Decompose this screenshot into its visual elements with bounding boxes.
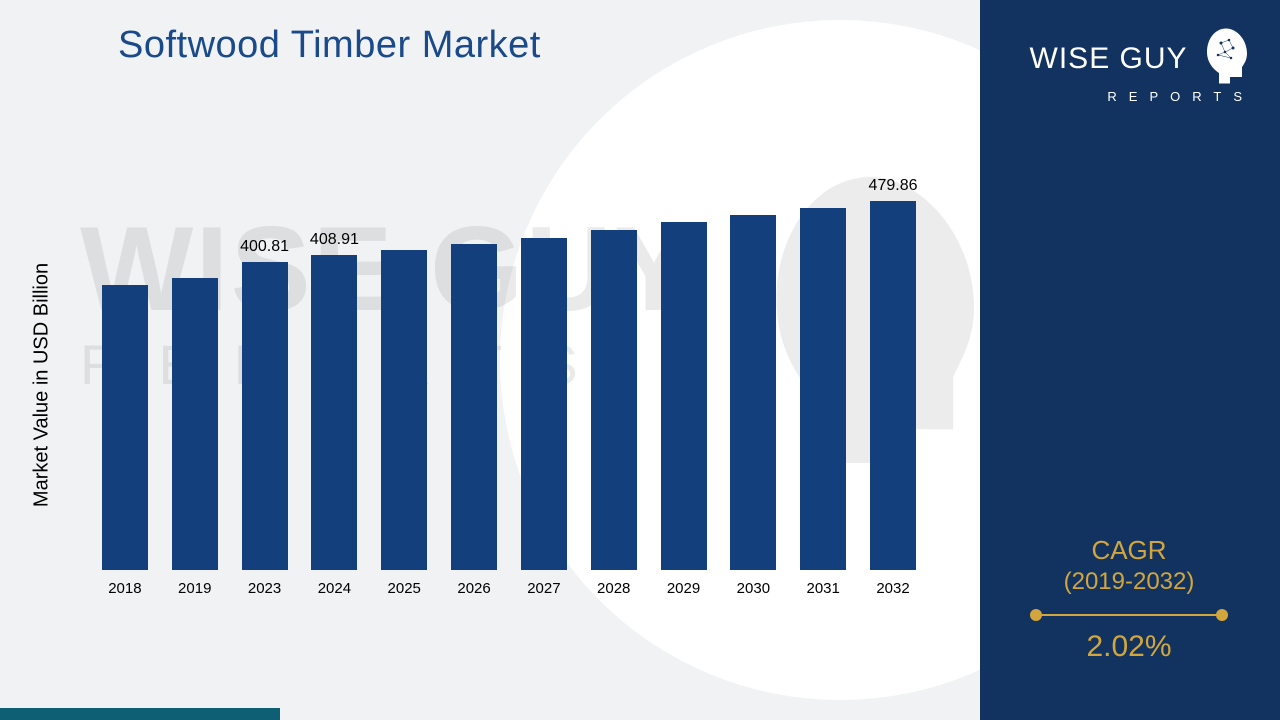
plot-area: 400.81408.91 479.86	[90, 170, 928, 570]
bar-slot: 479.86	[858, 170, 928, 570]
bar-value-label: 479.86	[853, 177, 933, 195]
x-tick-label: 2027	[509, 574, 579, 600]
x-axis-labels: 2018201920232024202520262027202820292030…	[90, 574, 928, 600]
brand-logo: WISE GUY REPORTS	[1030, 26, 1254, 104]
bar	[242, 262, 288, 570]
cagr-divider-line	[1034, 614, 1224, 616]
bar-slot	[90, 170, 160, 570]
bar-chart: Market Value in USD Billion 400.81408.91…	[48, 170, 928, 600]
bar	[102, 285, 148, 570]
x-tick-label: 2026	[439, 574, 509, 600]
bar-slot	[509, 170, 579, 570]
bar	[311, 255, 357, 570]
logo-head-icon	[1198, 26, 1254, 91]
bar	[661, 222, 707, 570]
bar	[800, 208, 846, 570]
x-tick-label: 2028	[579, 574, 649, 600]
x-tick-label: 2031	[788, 574, 858, 600]
bar	[451, 244, 497, 570]
x-tick-label: 2030	[718, 574, 788, 600]
cagr-block: CAGR (2019-2032) 2.02%	[1004, 535, 1254, 664]
bar	[172, 278, 218, 570]
cagr-range: (2019-2032)	[1004, 568, 1254, 596]
bar-slot	[439, 170, 509, 570]
chart-title: Softwood Timber Market	[118, 24, 541, 67]
bar	[381, 250, 427, 570]
x-tick-label: 2024	[299, 574, 369, 600]
bar-slot	[369, 170, 439, 570]
bar-value-label: 408.91	[294, 231, 374, 249]
logo-main-text: WISE GUY	[1030, 42, 1188, 76]
cagr-value: 2.02%	[1004, 630, 1254, 664]
bar-value-label: 400.81	[225, 238, 305, 256]
x-tick-label: 2023	[230, 574, 300, 600]
bar-slot	[579, 170, 649, 570]
x-tick-label: 2018	[90, 574, 160, 600]
bottom-accent-bar	[0, 708, 280, 720]
bar	[730, 215, 776, 570]
bar-slot	[160, 170, 230, 570]
bar-slot	[718, 170, 788, 570]
bar-slot	[649, 170, 719, 570]
bar	[521, 238, 567, 570]
bar-slot: 400.81	[230, 170, 300, 570]
logo-sub-text: REPORTS	[1030, 89, 1254, 104]
y-axis-label: Market Value in USD Billion	[31, 263, 54, 507]
bar-slot: 408.91	[299, 170, 369, 570]
infographic-canvas: WISE GUY REPORTS Softwood Timber Market …	[0, 0, 1280, 720]
x-tick-label: 2025	[369, 574, 439, 600]
x-tick-label: 2019	[160, 574, 230, 600]
x-tick-label: 2029	[649, 574, 719, 600]
bar	[870, 201, 916, 570]
bars-container: 400.81408.91 479.86	[90, 170, 928, 570]
x-tick-label: 2032	[858, 574, 928, 600]
bar-slot	[788, 170, 858, 570]
cagr-label: CAGR	[1004, 535, 1254, 566]
bar	[591, 230, 637, 570]
